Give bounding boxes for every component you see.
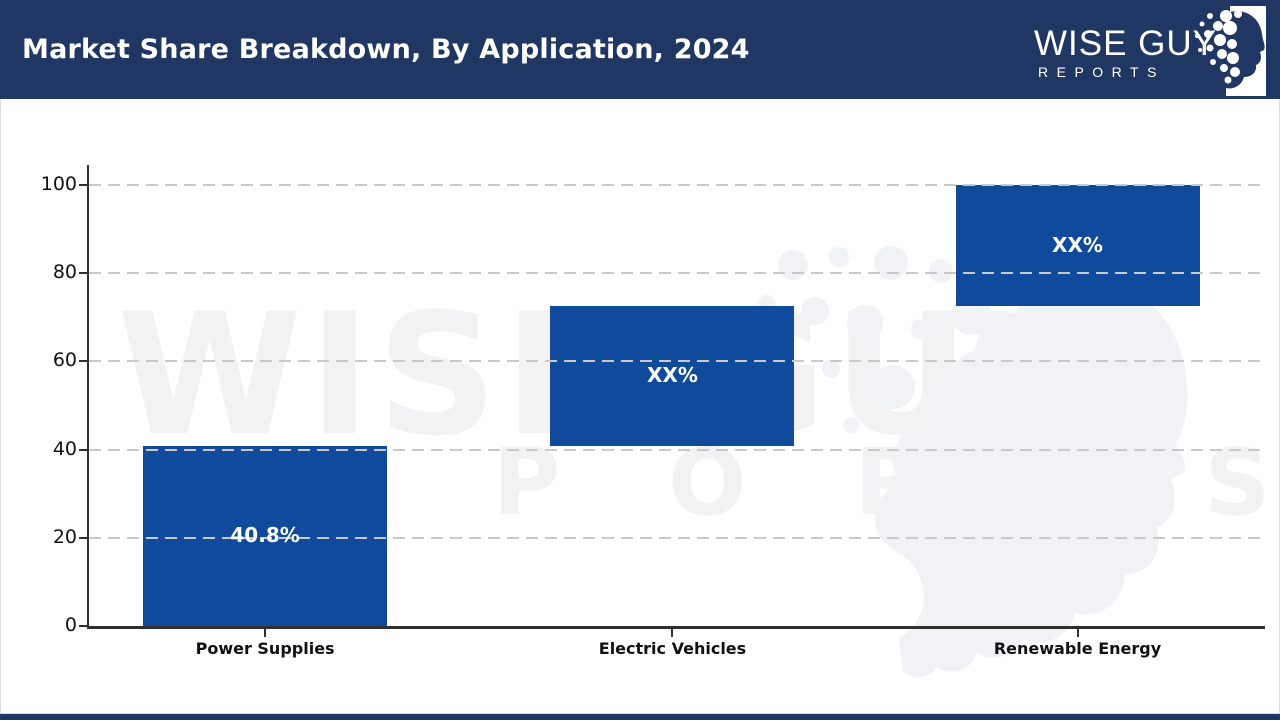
bar-value-label-power-supplies: 40.8% (230, 523, 300, 548)
y-tick-label-0: 0 (64, 614, 77, 636)
y-tick-label-100: 100 (40, 173, 77, 195)
y-tick-mark-100 (79, 184, 87, 186)
footer-bar (0, 714, 1280, 720)
y-tick-label-80: 80 (52, 261, 77, 284)
y-tick-label-40: 40 (52, 437, 77, 460)
logo-wordmark: WISE GUY (1034, 23, 1218, 63)
y-tick-mark-80 (79, 272, 87, 275)
bar-renewable-energy (955, 185, 1200, 307)
header-bar: Market Share Breakdown, By Application, … (0, 0, 1280, 99)
wise-guy-reports-logo: WISE GUY REPORTS (1026, 4, 1266, 96)
y-tick-mark-0 (79, 625, 87, 627)
bar-power-supplies (143, 446, 388, 626)
x-category-label-electric-vehicles: Electric Vehicles (598, 639, 747, 658)
x-axis-line (87, 626, 1265, 629)
gridline-y100 (89, 184, 1263, 186)
chart-card: WISE GUY R E P O R T S (0, 99, 1280, 714)
y-tick-label-20: 20 (52, 525, 77, 548)
x-tick-mark-electric-vehicles (671, 629, 674, 637)
gridline-y40 (89, 448, 1263, 451)
gridline-y60 (89, 360, 1263, 363)
x-category-label-renewable-energy: Renewable Energy (993, 639, 1162, 658)
page-title: Market Share Breakdown, By Application, … (22, 34, 750, 65)
bar-electric-vehicles (550, 306, 795, 447)
y-tick-mark-60 (79, 360, 87, 363)
bar-value-label-renewable-energy: XX% (1052, 232, 1103, 257)
y-tick-mark-20 (79, 536, 87, 539)
x-tick-mark-power-supplies (264, 629, 267, 637)
y-tick-mark-40 (79, 448, 87, 451)
logo-face-icon (1195, 5, 1266, 96)
gridline-y20 (89, 536, 1263, 539)
waterfall-chart: 0 20 40 60 80 100 40.8% Power Supplies XX% Electr… (1, 99, 1279, 713)
logo-subtitle: REPORTS (1038, 63, 1165, 80)
bar-value-label-electric-vehicles: XX% (647, 363, 698, 388)
gridline-y80 (89, 272, 1263, 275)
y-tick-label-60: 60 (52, 349, 77, 372)
y-axis-line (87, 165, 89, 628)
x-tick-mark-renewable-energy (1076, 629, 1079, 637)
x-category-label-power-supplies: Power Supplies (195, 639, 335, 658)
